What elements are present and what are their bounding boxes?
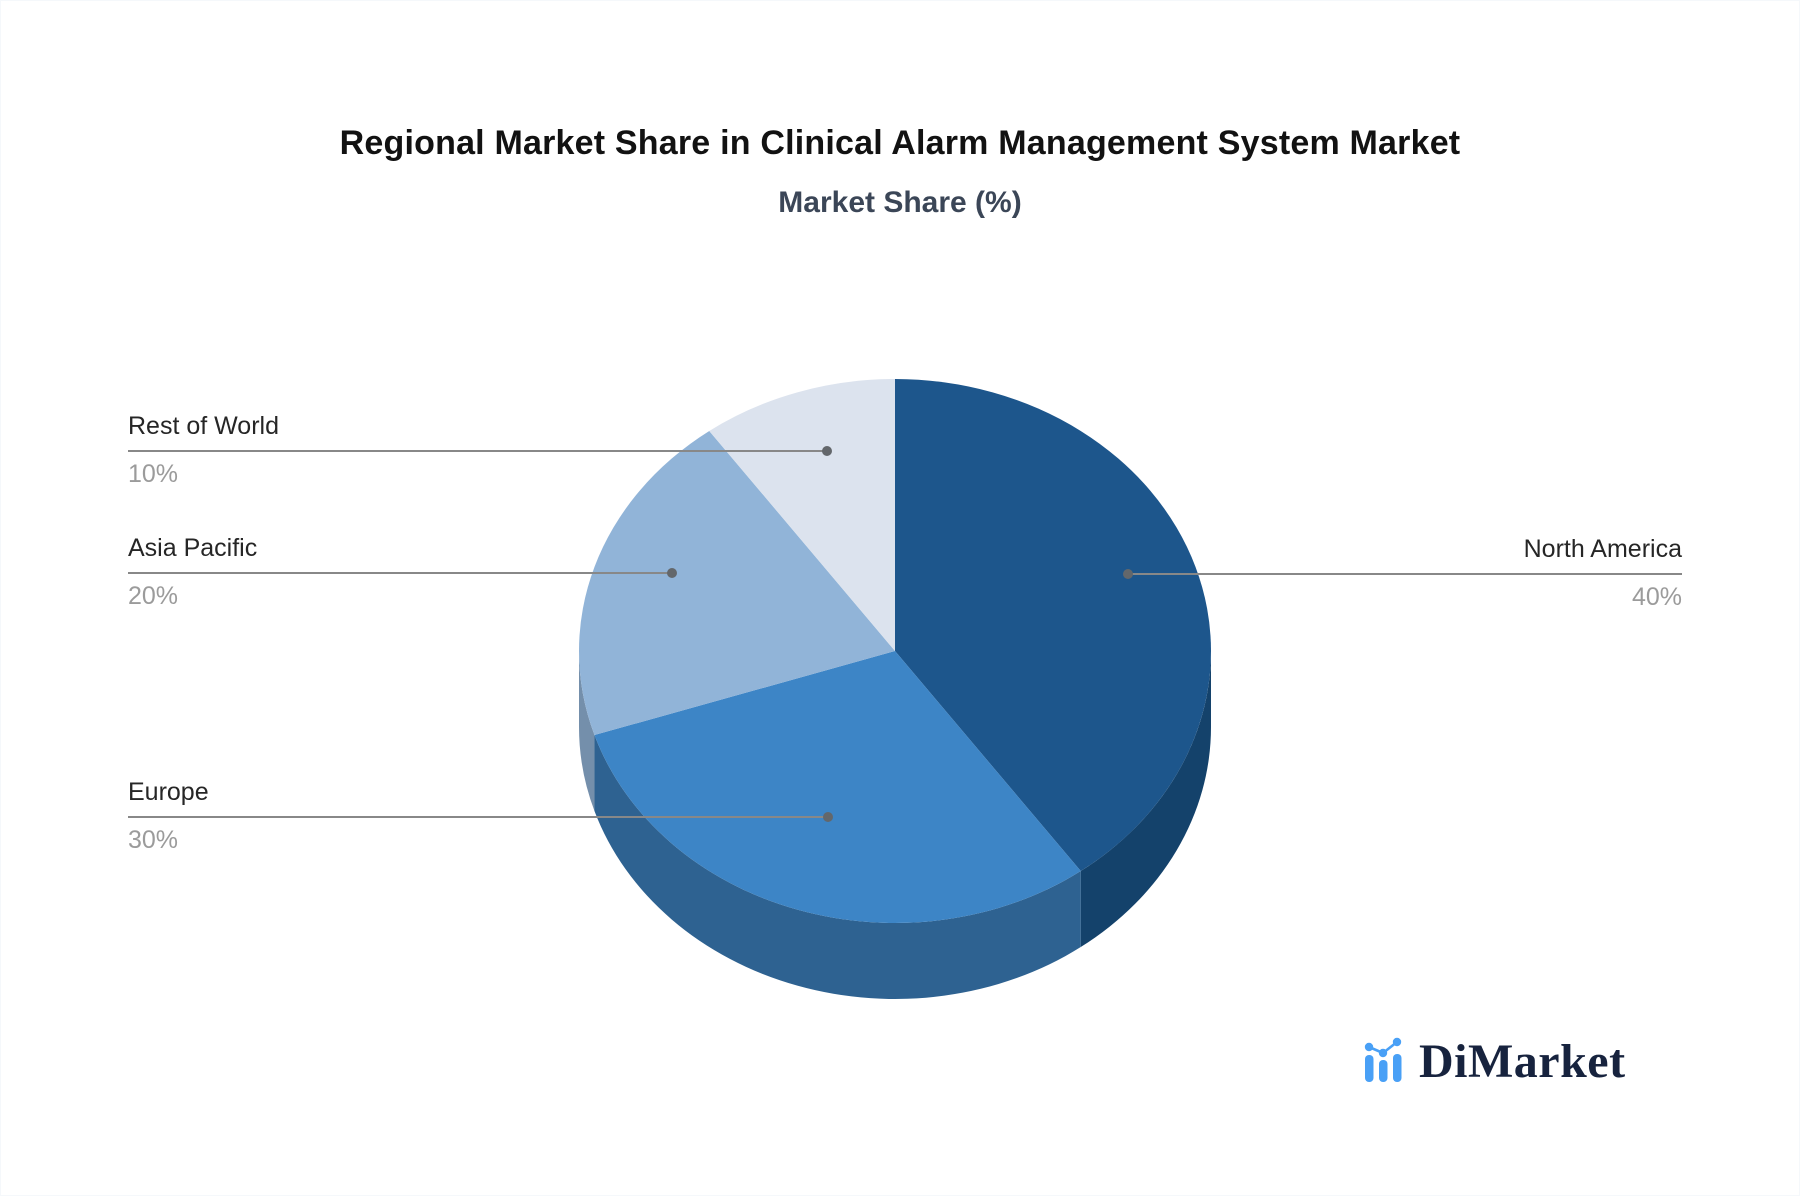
pie-slice-rest-of-world [709, 379, 895, 651]
chart-subtitle: Market Share (%) [778, 186, 1022, 219]
pie-side-europe [594, 735, 1081, 999]
slice-label-rest-of-world: Rest of World 10% [128, 411, 279, 489]
slice-name-europe: Europe [128, 778, 209, 806]
chart-title: Regional Market Share in Clinical Alarm … [339, 124, 1461, 162]
pie-slice-north-america [895, 379, 1211, 872]
slice-label-asia-pacific: Asia Pacific 20% [128, 533, 257, 611]
pie-slice-europe [594, 651, 1081, 923]
bar-chart-logo-icon [1364, 1037, 1402, 1082]
slice-name-asia-pacific: Asia Pacific [128, 534, 258, 562]
slice-label-north-america: North America 40% [1524, 534, 1682, 612]
slice-value-asia-pacific: 20% [128, 582, 179, 610]
slice-label-europe: Europe 30% [128, 777, 209, 855]
slice-value-europe: 30% [128, 826, 179, 854]
leader-dot-north-america [1123, 569, 1133, 579]
slice-name-rest-of-world: Rest of World [128, 412, 279, 440]
pie-side-north-america [1080, 651, 1211, 948]
slice-value-rest-of-world: 10% [128, 460, 179, 488]
dimarket-logo: DiMarket [1364, 1036, 1626, 1088]
pie-side-asia-pacific [579, 651, 595, 812]
leader-dot-rest-of-world [822, 446, 832, 456]
logo-text: DiMarket [1419, 1035, 1626, 1088]
leader-dot-asia-pacific [667, 568, 677, 578]
slice-value-north-america: 40% [1631, 583, 1682, 611]
leader-dot-europe [823, 812, 833, 822]
pie-slice-asia-pacific [579, 430, 895, 736]
slice-name-north-america: North America [1523, 535, 1682, 563]
